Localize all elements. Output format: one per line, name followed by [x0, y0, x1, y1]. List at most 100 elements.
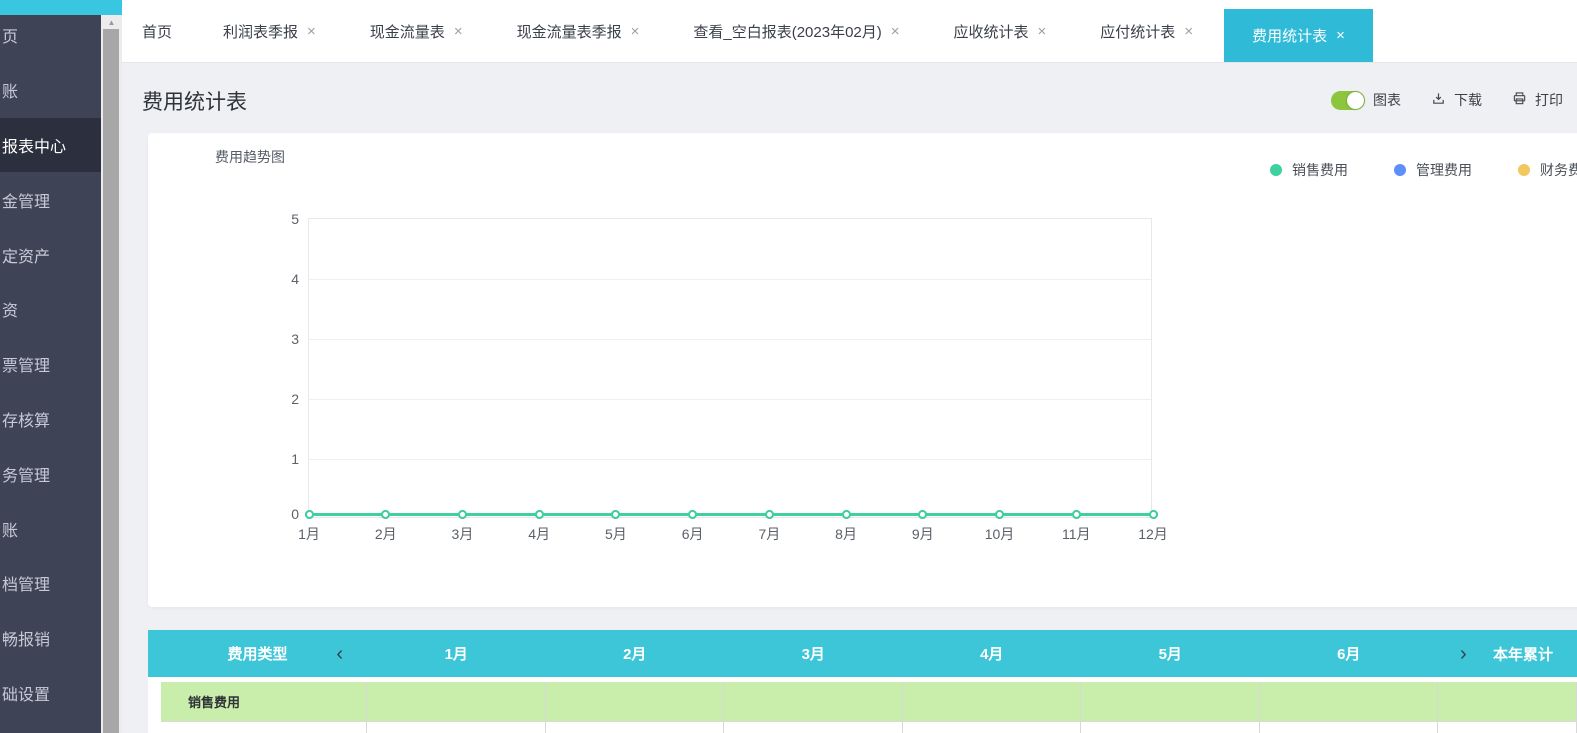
- tab-label: 现金流量表季报: [516, 23, 622, 41]
- chart-toggle-label: 图表: [1373, 92, 1401, 108]
- table-body: 销售费用: [148, 677, 1577, 733]
- sidebar-item[interactable]: 页: [2, 29, 19, 47]
- total-col-label: 本年累计: [1493, 646, 1554, 663]
- tab-item[interactable]: 应付统计表 ×: [1077, 0, 1216, 62]
- chart-title: 费用趋势图: [215, 149, 285, 165]
- tab-label: 利润表季报: [223, 23, 299, 41]
- tab-item[interactable]: 查看_空白报表(2023年02月) ×: [670, 0, 922, 62]
- chart-card: 费用趋势图 销售费用 管理费用 财务费用 0 1 2 3 4 5 1月 2月 3月 4月 5月 6月 7月 8…: [148, 133, 1577, 607]
- close-icon[interactable]: ×: [1336, 27, 1345, 44]
- close-icon[interactable]: ×: [307, 22, 316, 40]
- legend-item[interactable]: 财务费用: [1518, 160, 1577, 180]
- legend-label: 财务费用: [1540, 162, 1577, 178]
- data-point-marker: [1148, 510, 1158, 519]
- x-axis-tick-label: 12月: [1138, 526, 1168, 542]
- row-total-cell: [1438, 682, 1577, 721]
- sidebar-item[interactable]: 账: [2, 84, 19, 102]
- row-month-cell: [903, 722, 1081, 733]
- legend-item[interactable]: 销售费用: [1270, 160, 1348, 180]
- tab-item[interactable]: 现金流量表 ×: [347, 0, 486, 62]
- scroll-up-icon[interactable]: ▲: [107, 17, 116, 27]
- title-row: 费用统计表 图表 下载 打印: [122, 63, 1577, 133]
- data-point-marker: [381, 510, 391, 519]
- tab-item[interactable]: 利润表季报 ×: [200, 0, 339, 62]
- x-axis-tick-label: 8月: [835, 526, 857, 542]
- prev-page-icon[interactable]: ‹: [336, 642, 343, 665]
- x-axis-tick-label: 2月: [374, 526, 397, 542]
- x-axis-tick-label: 9月: [911, 526, 934, 542]
- row-type-cell: 销售费用: [161, 682, 367, 721]
- row-month-cell: [546, 682, 724, 721]
- data-point-marker: [611, 510, 621, 519]
- download-button[interactable]: 下载: [1431, 90, 1482, 110]
- data-point-marker: [841, 510, 851, 519]
- chart-toggle-control[interactable]: 图表: [1331, 90, 1401, 110]
- sidebar-item[interactable]: 定资产: [2, 248, 51, 266]
- sidebar-item[interactable]: 金管理: [2, 193, 51, 211]
- table-row: 销售费用: [161, 682, 1577, 722]
- close-icon[interactable]: ×: [890, 22, 900, 40]
- tab-item[interactable]: 首页: [122, 0, 192, 62]
- legend-label: 销售费用: [1292, 162, 1348, 178]
- table-header-month-col: 4月: [980, 646, 1004, 663]
- y-axis-tick-label: 1: [291, 451, 299, 467]
- gridline: [309, 459, 1151, 460]
- sidebar-item[interactable]: 存核算: [2, 412, 51, 430]
- data-point-marker: [457, 510, 467, 519]
- series-line: [309, 513, 1151, 516]
- legend-dot-icon: [1394, 164, 1406, 176]
- print-label: 打印: [1535, 92, 1563, 108]
- close-icon[interactable]: ×: [1037, 22, 1047, 40]
- tab-label: 应付统计表: [1100, 23, 1176, 41]
- sidebar-scrollbar[interactable]: ▲: [101, 0, 122, 733]
- close-icon[interactable]: ×: [1184, 22, 1194, 40]
- sidebar-item[interactable]: 础设置: [2, 686, 51, 704]
- close-icon[interactable]: ×: [630, 22, 640, 40]
- download-icon: [1431, 91, 1446, 109]
- sidebar-item[interactable]: 票管理: [2, 358, 51, 376]
- tab-item[interactable]: 现金流量表季报 ×: [494, 0, 663, 62]
- next-page-icon[interactable]: ›: [1460, 642, 1467, 665]
- sidebar-item[interactable]: 资: [2, 303, 19, 321]
- table-header-row: 费用类型 ‹ 1月 2月 3月 4月 5月 6月 › 本年累计: [148, 630, 1577, 677]
- data-point-marker: [764, 510, 774, 519]
- gridline: [309, 399, 1151, 400]
- sidebar-item[interactable]: 畅报销: [2, 632, 51, 650]
- table-header-total-col: › 本年累计: [1438, 630, 1577, 677]
- x-axis-tick-label: 1月: [298, 526, 320, 542]
- row-month-cell: [1081, 682, 1260, 721]
- toolbar: 图表 下载 打印: [1331, 90, 1563, 110]
- sidebar-item[interactable]: 务管理: [2, 467, 51, 485]
- chart-toggle-switch[interactable]: [1331, 90, 1365, 110]
- page-title: 费用统计表: [142, 91, 247, 114]
- table-header-month-col: 1月: [444, 646, 468, 663]
- sidebar-item[interactable]: 报表中心: [0, 117, 101, 173]
- row-month-cell: [724, 722, 903, 733]
- table-header-type-col: 费用类型 ‹: [148, 630, 367, 677]
- print-button[interactable]: 打印: [1512, 90, 1563, 110]
- y-axis-tick-label: 4: [291, 271, 299, 287]
- data-point-marker: [1071, 510, 1081, 519]
- tab-item[interactable]: 应收统计表 ×: [931, 0, 1070, 62]
- tab-label: 费用统计表: [1252, 28, 1328, 45]
- close-icon[interactable]: ×: [453, 22, 463, 40]
- row-month-cell: [367, 682, 546, 721]
- sidebar-item[interactable]: 档管理: [2, 577, 51, 595]
- row-month-cell: [903, 682, 1081, 721]
- sidebar-item[interactable]: 账: [2, 522, 19, 540]
- legend-dot-icon: [1518, 164, 1530, 176]
- line-chart-plot: 0 1 2 3 4 5 1月 2月 3月 4月 5月 6月 7月 8月 9月 10月 11月 12月: [291, 211, 1168, 542]
- y-axis-tick-label: 3: [291, 331, 299, 347]
- legend-label: 管理费用: [1416, 162, 1472, 178]
- x-axis-tick-label: 3月: [451, 526, 474, 542]
- x-axis-tick-label: 6月: [681, 526, 704, 542]
- legend-item[interactable]: 管理费用: [1394, 160, 1472, 180]
- tab-active[interactable]: 费用统计表 ×: [1224, 9, 1373, 62]
- scrollbar-thumb[interactable]: [103, 29, 119, 733]
- tab-bar: 首页 利润表季报 × 现金流量表 × 现金流量表季报 × 查看_空白报表(2023年02月) ×…: [122, 0, 1577, 63]
- data-point-marker: [995, 510, 1005, 519]
- y-axis-tick-label: 0: [291, 506, 299, 522]
- data-point-marker: [918, 510, 928, 519]
- y-axis-tick-label: 5: [291, 211, 299, 227]
- main-area: 首页 利润表季报 × 现金流量表 × 现金流量表季报 × 查看_空白报表(2023年02月) ×…: [122, 0, 1577, 733]
